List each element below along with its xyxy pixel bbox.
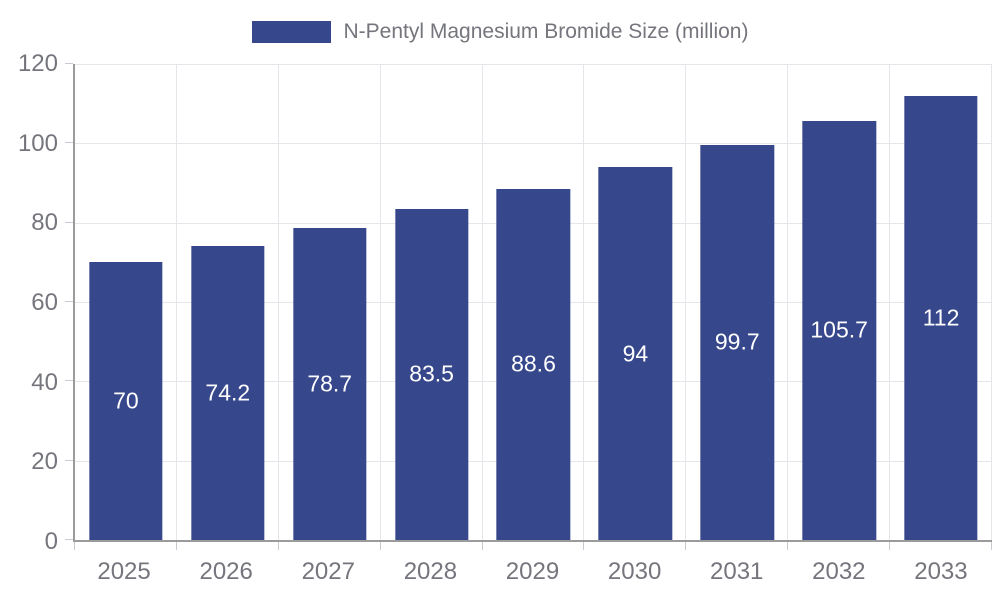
gridline-horizontal	[75, 64, 992, 65]
x-axis-tick-label: 2028	[403, 558, 458, 585]
bar-cell-2025: 70	[75, 64, 177, 540]
bar-2033[interactable]	[904, 95, 978, 540]
bar-2029[interactable]	[496, 188, 571, 540]
bar-value-label: 105.7	[810, 316, 868, 343]
x-axis-tick-label: 2027	[301, 558, 355, 585]
x-axis-tick-label: 2025	[97, 558, 151, 585]
legend-swatch[interactable]	[251, 21, 331, 43]
y-axis-tick-label: 80	[31, 209, 58, 237]
bar-2026[interactable]	[191, 245, 265, 540]
y-axis-tick	[65, 221, 73, 223]
y-axis-tick	[65, 539, 73, 540]
bar-value-label: 78.7	[307, 370, 353, 397]
y-axis-tick-label: 20	[31, 448, 58, 476]
gridline-vertical	[583, 64, 585, 540]
bar-value-label: 88.6	[511, 350, 556, 377]
x-axis-tick-label: 2031	[710, 558, 764, 585]
gridline-vertical	[685, 64, 687, 540]
bar-value-label: 112	[922, 304, 960, 331]
bar-value-label: 83.5	[409, 360, 454, 387]
x-axis-tick	[481, 542, 483, 550]
legend-label[interactable]: N-Pentyl Magnesium Bromide Size (million…	[343, 20, 749, 43]
bar-2031[interactable]	[700, 144, 774, 540]
x-axis-tick	[889, 542, 891, 550]
y-axis-tick-label: 0	[44, 528, 58, 555]
bar-value-label: 74.2	[205, 379, 251, 406]
x-axis-tick	[379, 542, 381, 550]
x-axis-tick	[175, 542, 177, 550]
gridline-horizontal	[75, 143, 992, 145]
x-axis-tick	[787, 542, 789, 550]
y-axis-tick-label: 120	[17, 50, 58, 77]
bar-cell-2029: 88.6	[483, 64, 585, 540]
gridline-vertical	[787, 64, 789, 540]
x-axis-tick-label: 2026	[199, 558, 253, 585]
gridline-vertical	[481, 64, 483, 540]
y-axis-tick	[65, 142, 73, 144]
gridline-vertical	[277, 64, 279, 540]
x-axis-tick	[685, 542, 687, 550]
x-axis-tick	[991, 542, 992, 550]
x-axis-tick	[277, 542, 279, 550]
bar-cell-2032: 105.7	[788, 64, 890, 540]
bar-value-label: 70	[113, 387, 139, 414]
bar-cell-2027: 78.7	[279, 64, 381, 540]
x-axis-labels: 2025 2026 2027 2028 2029 2030 2031 2032 2033	[73, 558, 992, 588]
x-axis-tick-label: 2029	[505, 558, 560, 585]
y-axis-tick	[65, 459, 73, 461]
gridline-vertical	[175, 64, 177, 540]
bar-cell-2026: 74.2	[177, 64, 279, 540]
y-axis-tick	[65, 380, 73, 382]
x-axis-tick-label: 2030	[607, 558, 662, 585]
x-axis-tick-label: 2033	[914, 558, 968, 585]
y-axis-tick-label: 40	[31, 368, 58, 396]
gridline-vertical	[889, 64, 891, 540]
bar-value-label: 99.7	[714, 328, 760, 355]
bar-2030[interactable]	[598, 167, 673, 540]
bar-2025[interactable]	[89, 262, 163, 540]
y-axis-tick-label: 100	[17, 129, 58, 157]
bar-2027[interactable]	[293, 227, 367, 540]
y-axis-tick	[65, 301, 73, 302]
bar-cell-2030: 94	[584, 64, 686, 540]
x-axis-tick	[583, 542, 585, 550]
y-axis-labels: 0 20 40 60 80 100 120	[0, 50, 58, 555]
x-axis-tick-label: 2032	[812, 558, 866, 585]
y-axis-tick-label: 60	[31, 289, 58, 316]
bar-value-label: 94	[622, 340, 649, 367]
x-axis-tick	[74, 542, 75, 550]
bar-2028[interactable]	[394, 208, 469, 540]
bar-cell-2033: 112	[890, 64, 992, 540]
legend: N-Pentyl Magnesium Bromide Size (million…	[0, 19, 1000, 45]
gridline-vertical	[991, 64, 992, 540]
plot-area: 70 74.2 78.7 83.5 88.6 94 99.7 105.7 112	[65, 63, 992, 550]
y-axis-tick	[65, 63, 73, 64]
bar-2032[interactable]	[802, 120, 876, 540]
bar-cell-2028: 83.5	[381, 64, 483, 540]
gridline-vertical	[379, 64, 381, 540]
bar-cell-2031: 99.7	[686, 64, 788, 540]
